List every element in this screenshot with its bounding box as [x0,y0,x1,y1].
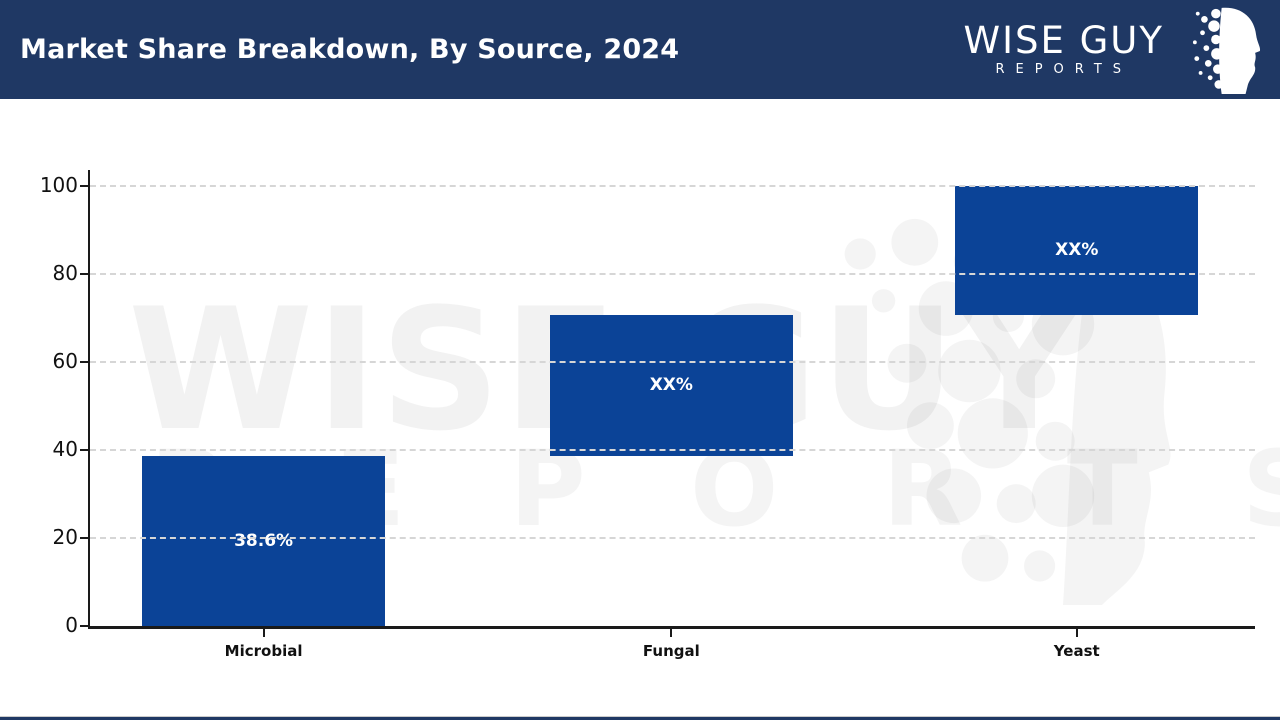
y-axis-line [88,170,90,628]
y-tick-80 [80,272,88,275]
y-tick-0 [80,625,88,627]
y-tick-label-0: 0 [65,613,78,637]
footer-strip [0,716,1280,720]
bar-yeast: XX% [955,185,1199,315]
y-tick-20 [80,536,88,539]
y-tick-60 [80,360,88,363]
brand-name: WISE GUY [963,19,1164,62]
y-tick-label-20: 20 [52,524,78,549]
brand-logo-text: WISE GUY REPORTS [964,22,1164,77]
x-category-label: Yeast [1053,642,1100,660]
x-category-label: Microbial [224,642,303,660]
gridline-40 [90,448,1255,451]
bar-value-label: XX% [1055,240,1099,261]
x-axis-line [88,626,1255,629]
x-category-label: Fungal [642,642,700,660]
gridline-80 [90,272,1255,275]
y-tick-label-60: 60 [52,348,78,373]
y-tick-100 [80,184,88,187]
gridline-100 [90,184,1255,187]
y-tick-40 [80,448,88,451]
brand-subtitle: REPORTS [995,62,1133,77]
brand-logo: WISE GUY REPORTS [964,6,1262,94]
face-profile-icon [1192,7,1261,94]
page-title: Market Share Breakdown, By Source, 2024 [20,34,680,65]
bar-value-label: 38.6% [234,531,294,552]
header-bar: Market Share Breakdown, By Source, 2024 … [0,0,1280,99]
y-tick-label-40: 40 [52,436,78,461]
bar-fungal: XX% [549,314,794,457]
y-tick-label-80: 80 [52,260,78,285]
bar-value-label: XX% [649,375,693,396]
gridline-20 [90,536,1255,539]
x-tick-microbial [262,629,265,637]
x-tick-fungal [670,629,673,637]
y-tick-label-100: 100 [39,172,78,197]
plot-area: 0 20 40 60 80 100 38.6% Microbial XX% Fungal XX% Ye… [40,170,1255,660]
bar-microbial: 38.6% [141,456,386,626]
gridline-60 [90,360,1255,363]
x-tick-yeast [1075,629,1078,637]
